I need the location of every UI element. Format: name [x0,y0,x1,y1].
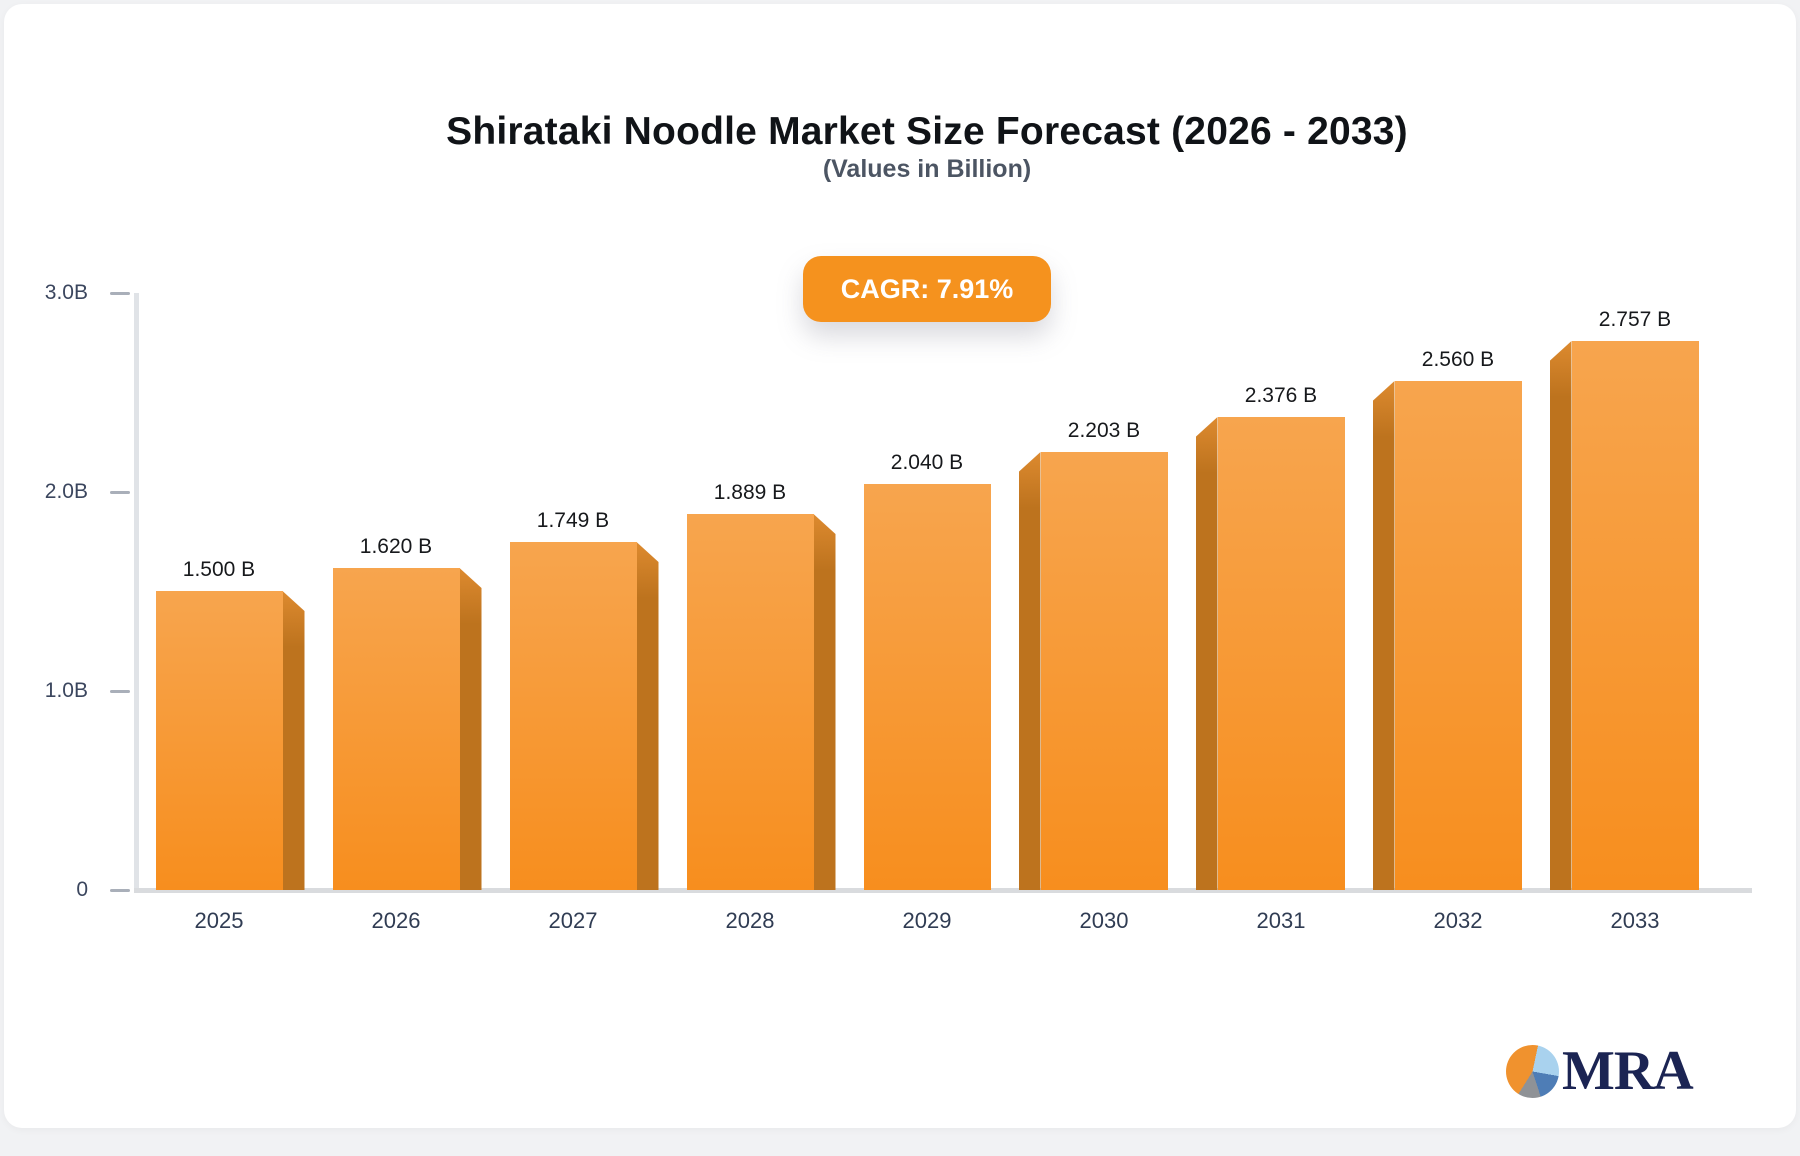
y-axis-tick-label: 1.0B [44,679,88,702]
bar-2025[interactable] [155,591,283,890]
mra-logo: MRA [1506,1040,1694,1102]
bar-value-label: 1.749 B [536,509,610,532]
chart-card: Shirataki Noodle Market Size Forecast (2… [4,4,1796,1128]
bar-2030[interactable] [1040,452,1168,890]
y-axis-tick-label: 0 [76,878,88,901]
bar-side-face [813,514,836,890]
bar-side-face [459,568,482,890]
mra-logo-text: MRA [1562,1040,1694,1102]
cagr-badge-row: CAGR: 7.91% [27,256,1796,322]
bar-value-label: 2.203 B [1067,419,1141,442]
x-axis-label-2025: 2025 [194,908,244,933]
x-axis-label-2027: 2027 [548,908,598,933]
bar-value-label: 1.500 B [182,558,256,581]
y-axis-tick-1b: 1.0B [4,679,130,703]
y-axis-tick-3b: 3.0B [4,281,130,305]
bar-2031[interactable] [1217,417,1345,890]
bar-2032[interactable] [1394,381,1522,890]
x-axis-label-2033: 2033 [1610,908,1660,933]
x-axis-line [134,888,1752,893]
bar-2028[interactable] [686,514,814,890]
chart-subtitle: (Values in Billion) [822,155,1032,183]
bar-side-face [636,542,659,890]
y-axis-tick-label: 3.0B [44,281,88,304]
bar-2029[interactable] [863,484,991,890]
bar-side-face [1195,417,1218,890]
mra-pie-chart-icon [1506,1044,1559,1098]
x-axis-label-2028: 2028 [725,908,775,933]
y-axis-tick-0: 0 [4,878,130,902]
x-axis-label-2029: 2029 [902,908,952,933]
y-axis-tick-mark [110,490,130,494]
bar-value-label: 1.889 B [713,481,787,504]
chart-canvas: Shirataki Noodle Market Size Forecast (2… [4,4,1796,1128]
bar-value-label: 2.757 B [1598,308,1672,331]
y-axis-tick-label: 2.0B [44,480,88,503]
x-axis-label-2032: 2032 [1433,908,1483,933]
bar-2026[interactable] [332,568,460,890]
bar-side-face [1018,452,1041,890]
y-axis-tick-mark [110,689,130,693]
x-axis-label-2030: 2030 [1079,908,1129,933]
bar-2033[interactable] [1571,341,1699,890]
y-axis-tick-mark [110,888,130,892]
bar-side-face [1372,381,1395,890]
bar-value-label: 2.560 B [1421,348,1495,371]
bar-chart-plot-area: 1.500 B 2025 1.620 B 2026 1.749 B 2027 1.889 B… [137,293,1749,933]
cagr-badge: CAGR: 7.91% [802,256,1052,322]
x-axis-label-2031: 2031 [1256,908,1306,933]
y-axis-tick-mark [110,291,130,295]
bar-value-label: 1.620 B [359,535,433,558]
bar-side-face [282,591,305,890]
bar-value-label: 2.040 B [890,451,964,474]
y-axis-tick-2b: 2.0B [4,480,130,504]
bar-2027[interactable] [509,542,637,890]
y-axis-line [134,293,139,890]
bar-value-label: 2.376 B [1244,384,1318,407]
chart-title: Shirataki Noodle Market Size Forecast (2… [446,110,1408,153]
bar-side-face [1549,341,1572,890]
x-axis-label-2026: 2026 [371,908,421,933]
